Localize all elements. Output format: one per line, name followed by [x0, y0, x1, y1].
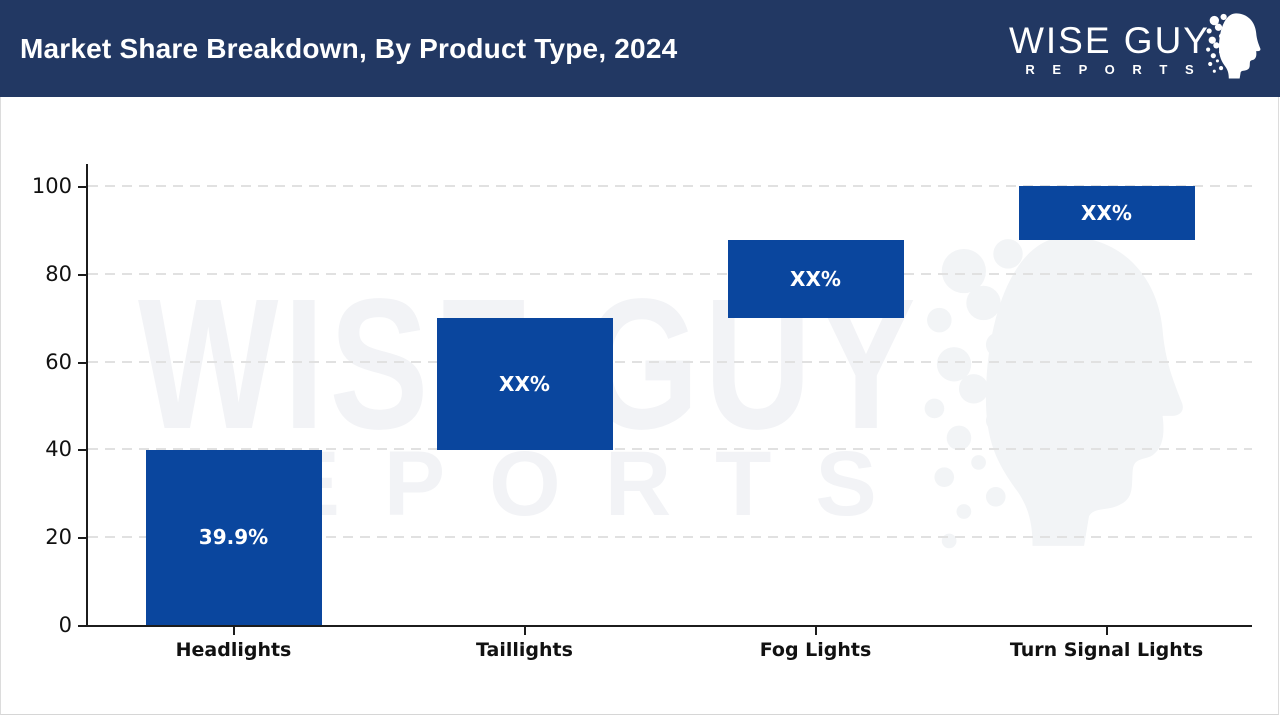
y-tick-label: 60: [45, 349, 72, 374]
gridline: [88, 536, 1252, 539]
brand-subtitle: R E P O R T S: [1025, 61, 1201, 77]
header-bar: Market Share Breakdown, By Product Type,…: [0, 0, 1280, 97]
bar: [436, 317, 613, 450]
x-tick: [523, 627, 526, 635]
y-tick-label: 100: [31, 174, 72, 198]
y-tick: [78, 273, 86, 276]
y-tick: [78, 625, 86, 627]
y-tick: [78, 361, 86, 364]
x-tick-label: Headlights: [175, 639, 292, 661]
y-tick-label: 80: [45, 261, 72, 286]
bar: [145, 449, 322, 625]
gridline: [88, 185, 1252, 187]
x-tick-label: Taillights: [476, 639, 573, 661]
y-tick-label: 40: [45, 437, 72, 462]
watermark-head-icon: [924, 236, 1183, 549]
y-tick-label: 0: [58, 613, 72, 637]
brand-logo-text: WISE GUY R E P O R T S: [1009, 22, 1210, 77]
gridline: [88, 448, 1252, 451]
brand-logo: WISE GUY R E P O R T S: [1009, 4, 1266, 94]
bar-value-label: XX%: [499, 371, 550, 396]
x-tick-label: Fog Lights: [759, 639, 872, 661]
brand-head-icon: [1206, 13, 1261, 79]
x-tick: [814, 627, 817, 635]
y-tick: [78, 537, 86, 540]
y-tick: [78, 449, 86, 452]
y-tick-label: 20: [45, 525, 72, 550]
y-tick: [78, 186, 86, 188]
bar: [727, 239, 904, 318]
x-tick: [1105, 627, 1108, 635]
x-tick: [232, 627, 235, 635]
x-axis: [86, 625, 1252, 627]
bar-value-label: XX%: [1081, 200, 1132, 225]
gridline: [88, 360, 1252, 363]
y-axis: [86, 164, 88, 627]
bar-value-label: XX%: [790, 266, 841, 291]
bar: [1018, 186, 1195, 240]
bar-value-label: 39.9%: [198, 525, 269, 550]
gridline: [88, 272, 1252, 275]
brand-name: WISE GUY: [1008, 19, 1210, 61]
x-tick-label: Turn Signal Lights: [1009, 639, 1204, 661]
page-title: Market Share Breakdown, By Product Type,…: [20, 32, 678, 64]
